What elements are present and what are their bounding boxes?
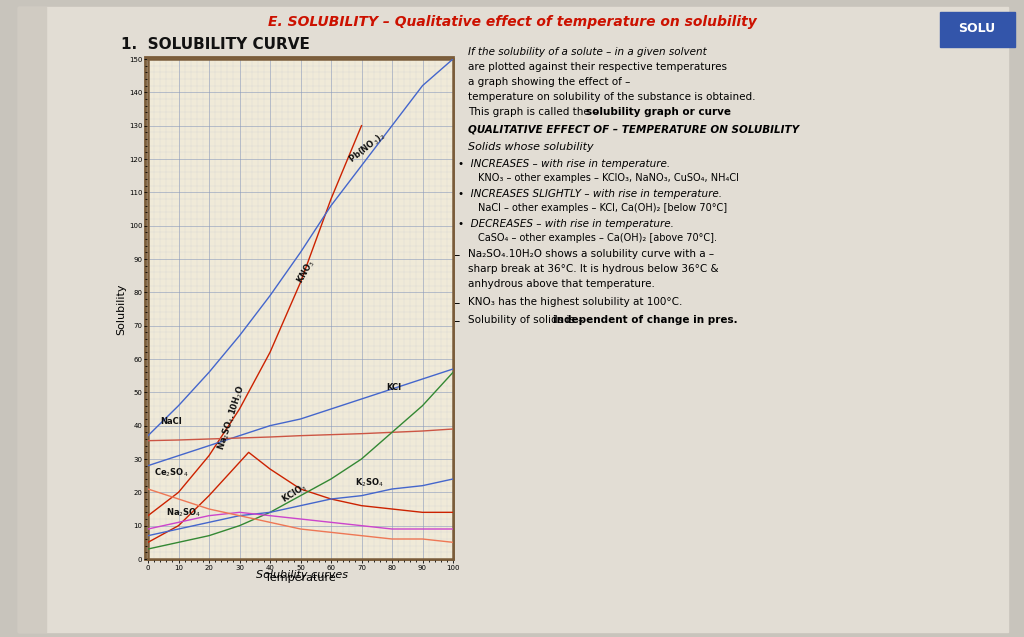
Text: E. SOLUBILITY – Qualitative effect of temperature on solubility: E. SOLUBILITY – Qualitative effect of te… (267, 15, 757, 29)
Text: temperature on solubility of the substance is obtained.: temperature on solubility of the substan… (468, 92, 756, 102)
Text: This graph is called the –: This graph is called the – (468, 107, 598, 117)
Bar (145, 57, 453, 559)
Text: sharp break at 36°C. It is hydrous below 36°C &: sharp break at 36°C. It is hydrous below… (468, 264, 719, 274)
Text: Ce$_2$SO$_4$: Ce$_2$SO$_4$ (154, 466, 188, 479)
Text: KClO$_3$: KClO$_3$ (280, 480, 309, 506)
Text: Na$_2$SO$_4$.10H$_2$O: Na$_2$SO$_4$.10H$_2$O (215, 383, 248, 452)
Text: K$_2$SO$_4$: K$_2$SO$_4$ (355, 476, 385, 489)
Text: are plotted against their respective temperatures: are plotted against their respective tem… (468, 62, 727, 72)
Text: •  DECREASES – with rise in temperature.: • DECREASES – with rise in temperature. (458, 219, 674, 229)
Bar (18, 7, 46, 632)
Y-axis label: Solubility: Solubility (116, 283, 126, 335)
Text: Solids whose solubility: Solids whose solubility (468, 142, 594, 152)
Text: solubility graph or curve: solubility graph or curve (586, 107, 731, 117)
Text: KCl: KCl (386, 383, 401, 392)
Text: If the solubility of a solute – in a given solvent: If the solubility of a solute – in a giv… (468, 47, 707, 57)
Text: –: – (453, 315, 459, 328)
Text: –: – (453, 249, 459, 262)
Text: NaCl – other examples – KCl, Ca(OH)₂ [below 70°C]: NaCl – other examples – KCl, Ca(OH)₂ [be… (478, 203, 727, 213)
Text: CaSO₄ – other examples – Ca(OH)₂ [above 70°C].: CaSO₄ – other examples – Ca(OH)₂ [above … (478, 233, 717, 243)
Text: NaCl: NaCl (160, 417, 182, 426)
Text: •  INCREASES SLIGHTLY – with rise in temperature.: • INCREASES SLIGHTLY – with rise in temp… (458, 189, 722, 199)
Text: QUALITATIVE EFFECT OF – TEMPERATURE ON SOLUBILITY: QUALITATIVE EFFECT OF – TEMPERATURE ON S… (468, 125, 799, 135)
Bar (940, 12, 1015, 47)
X-axis label: Temperature: Temperature (265, 573, 336, 583)
Text: KNO$_3$: KNO$_3$ (295, 257, 318, 285)
Text: Na$_2$SO$_4$: Na$_2$SO$_4$ (166, 506, 202, 519)
Text: a graph showing the effect of –: a graph showing the effect of – (468, 77, 631, 87)
Text: Na₂SO₄.10H₂O shows a solubility curve with a –: Na₂SO₄.10H₂O shows a solubility curve wi… (468, 249, 714, 259)
Text: 1.  SOLUBILITY CURVE: 1. SOLUBILITY CURVE (121, 37, 309, 52)
Text: Solubility of solids is –: Solubility of solids is – (468, 315, 584, 325)
Text: anhydrous above that temperature.: anhydrous above that temperature. (468, 279, 655, 289)
Text: KNO₃ – other examples – KClO₃, NaNO₃, CuSO₄, NH₄Cl: KNO₃ – other examples – KClO₃, NaNO₃, Cu… (478, 173, 739, 183)
Text: •  INCREASES – with rise in temperature.: • INCREASES – with rise in temperature. (458, 159, 670, 169)
Text: –: – (453, 297, 459, 310)
Text: Pb(NO$_3$)$_2$: Pb(NO$_3$)$_2$ (346, 129, 388, 166)
Text: KNO₃ has the highest solubility at 100°C.: KNO₃ has the highest solubility at 100°C… (468, 297, 682, 307)
Text: independent of change in pres.: independent of change in pres. (553, 315, 737, 325)
Text: Solubility curves: Solubility curves (256, 570, 348, 580)
Text: SOLU: SOLU (958, 22, 995, 36)
